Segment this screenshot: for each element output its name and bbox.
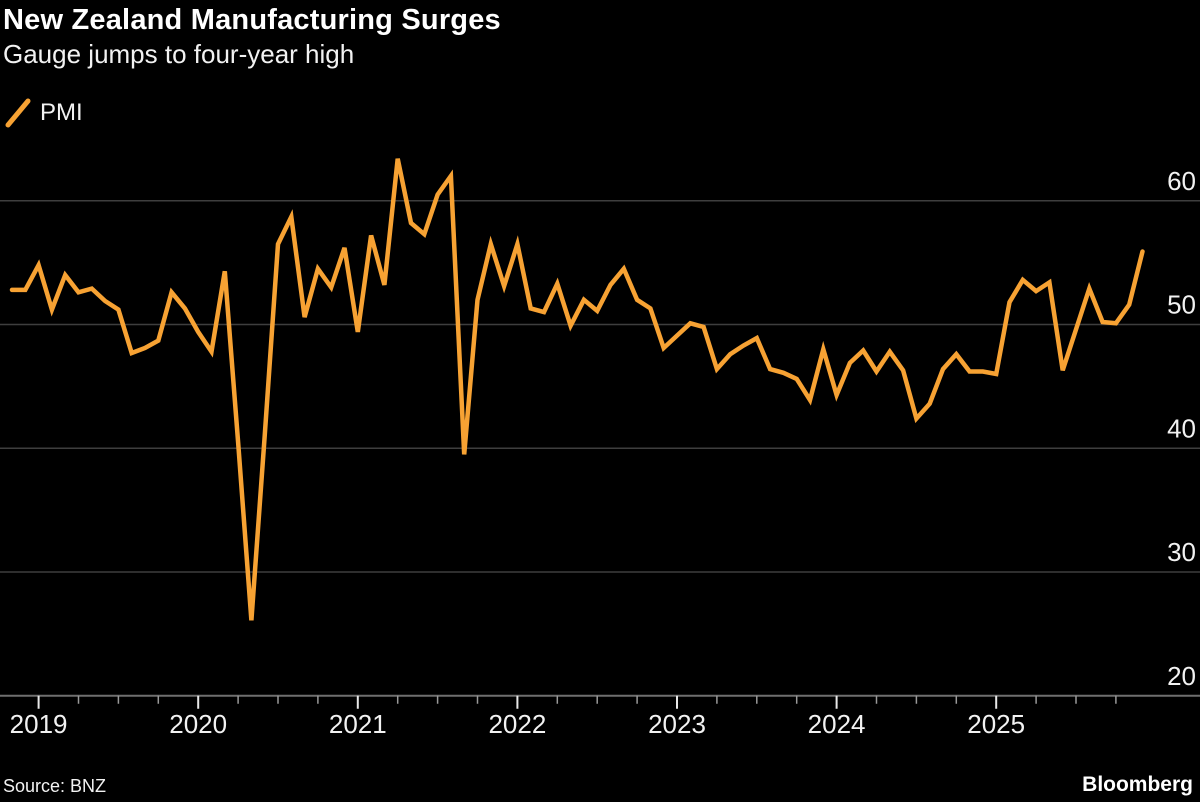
- x-axis-label-2021: 2021: [329, 709, 387, 739]
- x-axis-label-2020: 2020: [169, 709, 227, 739]
- x-axis-label-2025: 2025: [967, 709, 1025, 739]
- legend: PMI: [5, 98, 83, 128]
- chart-header: New Zealand Manufacturing Surges Gauge j…: [3, 4, 501, 71]
- source-note: Source: BNZ: [3, 776, 107, 796]
- legend-line-swatch-icon: [5, 98, 31, 128]
- x-axis-label-2019: 2019: [10, 709, 68, 739]
- y-axis-label-50: 50: [1167, 290, 1196, 320]
- chart-subtitle: Gauge jumps to four-year high: [3, 39, 355, 70]
- legend-label-pmi: PMI: [40, 99, 83, 126]
- x-axis-label-2023: 2023: [648, 709, 706, 739]
- x-axis-label-2024: 2024: [808, 709, 866, 739]
- y-axis-label-60: 60: [1167, 166, 1196, 196]
- chart-title: New Zealand Manufacturing Surges: [3, 4, 501, 36]
- y-axis-label-30: 30: [1167, 537, 1196, 567]
- bloomberg-logo: Bloomberg: [1082, 773, 1193, 796]
- y-axis-label-20: 20: [1167, 661, 1196, 691]
- x-axis-label-2022: 2022: [488, 709, 546, 739]
- pmi-series-line: [9, 158, 1145, 621]
- y-axis-label-40: 40: [1167, 413, 1196, 443]
